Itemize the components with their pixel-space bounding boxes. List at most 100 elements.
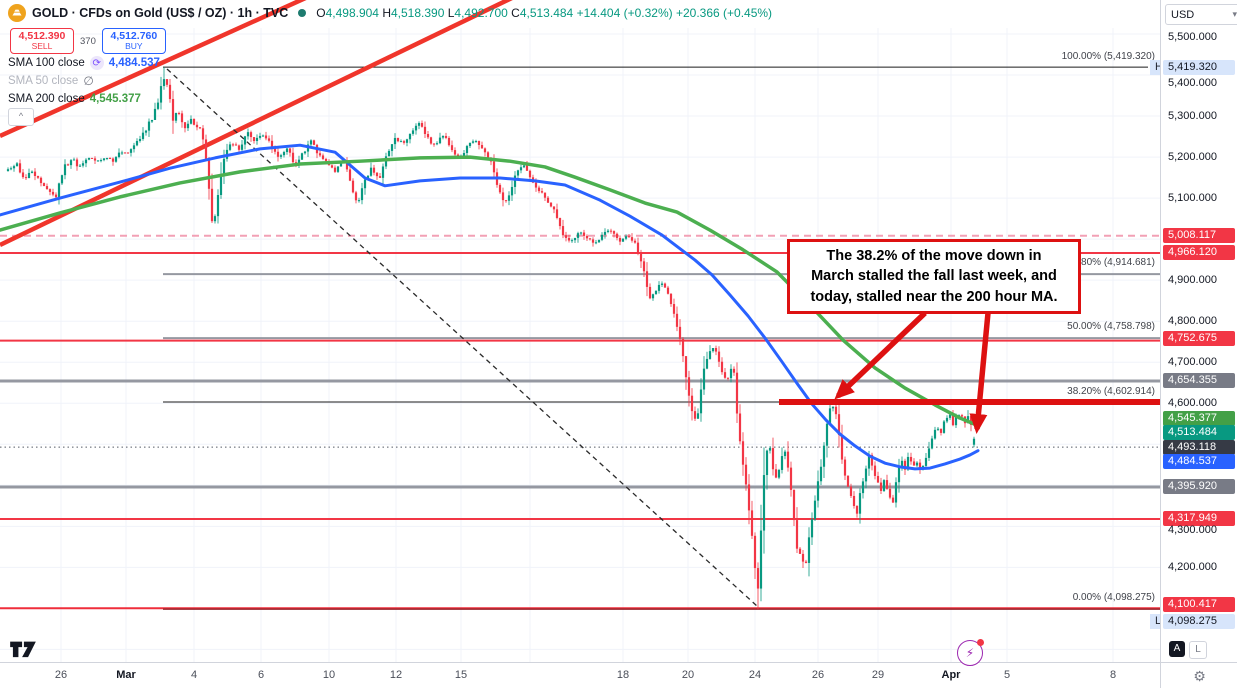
- high-label: H: [382, 6, 391, 20]
- chevron-down-icon: ▾: [1232, 9, 1237, 19]
- price-badge: 4,484.537: [1163, 454, 1235, 469]
- low-label: L: [447, 6, 455, 20]
- symbol-title[interactable]: GOLD · CFDs on Gold (US$ / OZ) · 1h · TV…: [32, 6, 289, 20]
- fib-level-label: 100.00% (5,419.320): [1061, 51, 1155, 62]
- price-chart-canvas[interactable]: [0, 0, 1160, 662]
- sma200-name: SMA 200 close: [8, 93, 85, 105]
- buy-label: BUY: [125, 41, 143, 51]
- time-axis-label: 24: [748, 669, 762, 681]
- ascending-channel-line-1[interactable]: [0, 0, 310, 139]
- sell-button[interactable]: 4,512.390 SELL: [10, 28, 74, 54]
- time-axis-label: 20: [681, 669, 695, 681]
- price-badge: 4,752.675: [1163, 331, 1235, 346]
- currency-label: USD: [1171, 8, 1195, 21]
- time-axis-label: 29: [871, 669, 885, 681]
- buy-button[interactable]: 4,512.760 BUY: [101, 28, 166, 54]
- price-badge: 4,098.275: [1163, 614, 1235, 629]
- arrow-to-200ma-stall[interactable]: [969, 312, 991, 434]
- fib-level-label: 0.00% (4,098.275): [1072, 592, 1155, 603]
- change-daily: +20.366 (+0.45%): [675, 6, 773, 20]
- time-axis[interactable]: 26 Mar 4 6 10 12 15 18 20 24 26 29 Apr 5 8: [0, 662, 1160, 688]
- ohlc-readout: O4,498.904 H4,518.390 L4,492.700 C4,513.…: [316, 6, 772, 20]
- time-axis-label: 5: [1003, 669, 1011, 681]
- time-axis-label: 4: [190, 669, 198, 681]
- spread-value: 370: [80, 35, 96, 47]
- price-badge: 4,493.118: [1163, 440, 1235, 455]
- price-axis-tick: 4,900.000: [1168, 274, 1217, 286]
- notification-dot: [977, 639, 984, 646]
- open-value: 4,498.904: [325, 6, 379, 20]
- collapse-legend-button[interactable]: ^: [8, 108, 34, 126]
- indicator-row-sma100[interactable]: SMA 100 close ⟳ 4,484.537: [8, 54, 160, 72]
- auto-scale-button[interactable]: A: [1169, 641, 1185, 657]
- time-axis-label: 12: [389, 669, 403, 681]
- currency-dropdown[interactable]: USD ▾: [1165, 4, 1237, 25]
- sma200-line[interactable]: [0, 155, 980, 428]
- fib-level-label: 50.00% (4,758.798): [1067, 321, 1155, 332]
- gold-instrument-icon: [8, 4, 26, 22]
- price-axis[interactable]: USD ▾ A L 5,500.000 5,419.320 5,400.000 5,3…: [1160, 0, 1237, 662]
- events-lightning-button[interactable]: ⚡: [957, 639, 984, 666]
- close-value: 4,513.484: [519, 6, 574, 20]
- price-badge: 4,395.920: [1163, 479, 1235, 494]
- sell-label: SELL: [31, 41, 53, 51]
- chart-header: GOLD · CFDs on Gold (US$ / OZ) · 1h · TV…: [8, 0, 772, 26]
- indicator-row-sma50[interactable]: SMA 50 close ∅: [8, 72, 160, 90]
- low-value: 4,492.700: [454, 6, 508, 20]
- time-axis-label: 15: [454, 669, 468, 681]
- sma100-line[interactable]: [0, 143, 980, 471]
- price-badge: 4,513.484: [1163, 425, 1235, 440]
- price-axis-tick: 5,400.000: [1168, 77, 1217, 89]
- price-badge: 5,419.320: [1163, 60, 1235, 75]
- arrow-to-382-stall[interactable]: [834, 311, 927, 400]
- axis-mode-buttons: A L: [1169, 641, 1207, 659]
- time-axis-label: 6: [257, 669, 265, 681]
- sma100-value: 4,484.537: [108, 57, 160, 69]
- close-label: C: [511, 6, 520, 20]
- trendlines: [0, 0, 758, 607]
- price-badge: 4,545.377: [1163, 411, 1235, 426]
- buy-price: 4,512.760: [110, 30, 158, 42]
- price-badge: 4,966.120: [1163, 245, 1235, 260]
- time-axis-label: Mar: [116, 669, 136, 681]
- sma50-name: SMA 50 close: [8, 75, 79, 87]
- indicator-legend: SMA 100 close ⟳ 4,484.537 SMA 50 close ∅…: [8, 54, 160, 108]
- price-axis-tick: 5,100.000: [1168, 192, 1217, 204]
- price-badge: 4,100.417: [1163, 597, 1235, 612]
- axis-corner-cell: ⚙: [1160, 662, 1237, 688]
- time-axis-label: 26: [811, 669, 825, 681]
- candlestick-series: [6, 67, 976, 610]
- ascending-channel-line-2[interactable]: [0, 0, 516, 248]
- descending-dashed-line[interactable]: [166, 68, 758, 607]
- gridlines: [0, 28, 1160, 662]
- annotation-text-box[interactable]: The 38.2% of the move down in March stal…: [787, 239, 1081, 314]
- fib-level-label: 61.80% (4,914.681): [1067, 257, 1155, 268]
- change-absolute: +14.404 (+0.32%): [576, 6, 673, 20]
- high-value: 4,518.390: [391, 6, 445, 20]
- fib-level-label: 38.20% (4,602.914): [1067, 386, 1155, 397]
- price-badge: 4,317.949: [1163, 511, 1235, 526]
- price-axis-tick: 5,300.000: [1168, 110, 1217, 122]
- log-scale-button[interactable]: L: [1189, 641, 1207, 659]
- sma100-name: SMA 100 close: [8, 57, 85, 69]
- time-axis-label: 18: [616, 669, 630, 681]
- indicator-row-sma200[interactable]: SMA 200 close 4,545.377: [8, 90, 160, 108]
- open-label: O: [316, 6, 326, 20]
- price-axis-tick: 4,800.000: [1168, 315, 1217, 327]
- price-axis-tick: 4,200.000: [1168, 561, 1217, 573]
- time-axis-label: 10: [322, 669, 336, 681]
- time-axis-label: Apr: [941, 669, 961, 681]
- price-axis-tick: 4,700.000: [1168, 356, 1217, 368]
- eye-off-icon[interactable]: ∅: [83, 74, 94, 88]
- price-axis-tick: 4,600.000: [1168, 397, 1217, 409]
- sync-icon[interactable]: ⟳: [89, 56, 104, 70]
- tradingview-logo[interactable]: [8, 637, 38, 664]
- time-axis-label: 26: [54, 669, 68, 681]
- sma200-value: 4,545.377: [89, 93, 141, 105]
- market-status-dot[interactable]: [298, 9, 307, 17]
- price-axis-tick: 5,500.000: [1168, 31, 1217, 43]
- gear-icon[interactable]: ⚙: [1193, 667, 1206, 684]
- price-axis-tick: 4,300.000: [1168, 524, 1217, 536]
- price-badge: 4,654.355: [1163, 373, 1235, 388]
